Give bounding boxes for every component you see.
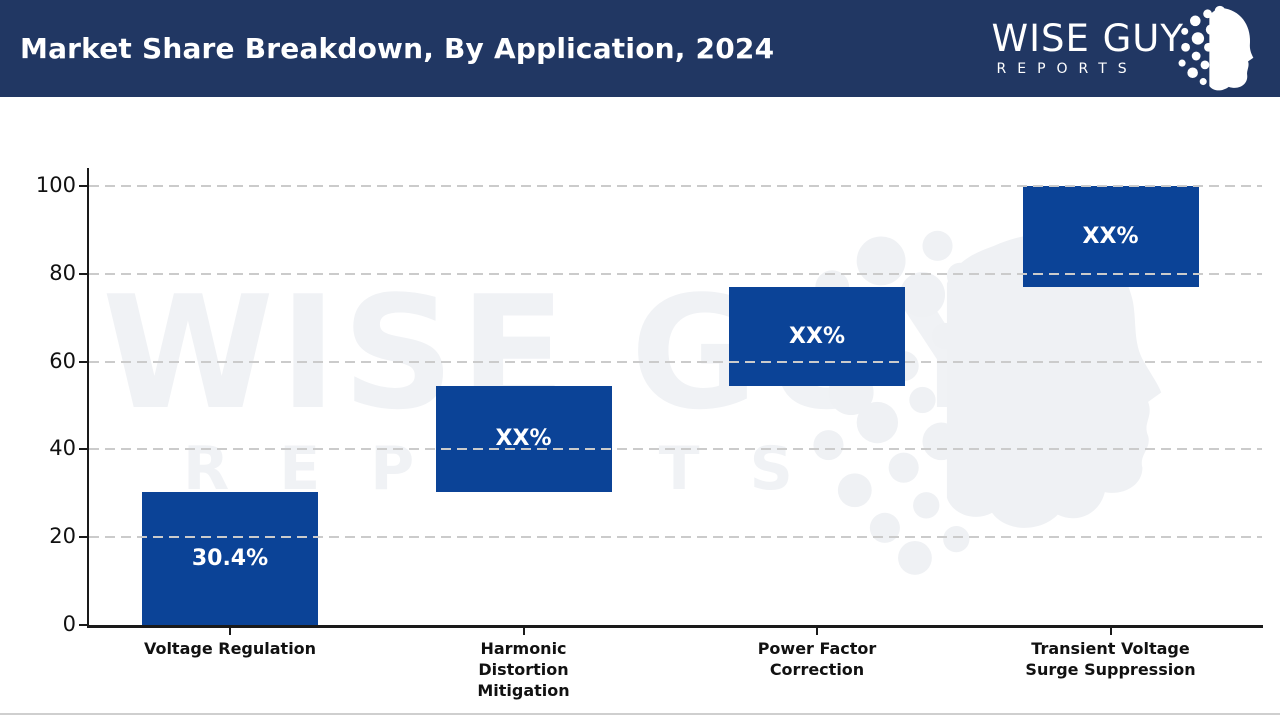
x-tick-voltage-regulation: [229, 628, 231, 635]
y-tick-label-100: 100: [35, 173, 76, 197]
bar-value-label: XX%: [789, 323, 845, 349]
bar-transient-voltage-surge-suppression: XX%: [1022, 186, 1199, 287]
logo-subtext: REPORTS: [996, 61, 1138, 77]
bar-value-label: XX%: [1082, 223, 1139, 249]
x-category-label-voltage-regulation: Voltage Regulation: [143, 639, 317, 658]
x-tick-power-factor-correction: [816, 628, 818, 635]
gridline-100: [89, 185, 1262, 187]
logo-face-icon: [1178, 5, 1254, 90]
wiseguy-logo: WISE GUY REPORTS: [992, 5, 1254, 93]
x-tick-transient-voltage-surge-suppression: [1109, 628, 1112, 635]
x-category-label-power-factor-correction: Power Factor Correction: [757, 639, 877, 679]
y-tick-label-0: 0: [62, 612, 76, 636]
bar-harmonic-distortion-mitigation: XX%: [435, 385, 612, 492]
y-tick-80: [79, 272, 87, 275]
gridline-20: [89, 536, 1262, 539]
x-category-label-harmonic-distortion-mitigation: Harmonic Distortion Mitigation: [477, 639, 570, 700]
page-title: Market Share Breakdown, By Application, …: [20, 32, 775, 65]
bar-power-factor-correction: XX%: [729, 286, 905, 386]
bar-value-label: XX%: [495, 426, 552, 452]
gridline-40: [89, 448, 1262, 451]
y-tick-0: [79, 624, 87, 626]
x-tick-harmonic-distortion-mitigation: [522, 628, 525, 635]
y-tick-60: [79, 360, 87, 363]
gridline-80: [89, 272, 1262, 275]
y-tick-label-80: 80: [49, 260, 76, 285]
gridline-60: [89, 360, 1262, 363]
y-tick-20: [79, 536, 87, 539]
y-tick-label-40: 40: [49, 436, 76, 461]
y-tick-label-20: 20: [49, 524, 76, 549]
bar-voltage-regulation: 30.4%: [142, 491, 318, 625]
bar-value-label: 30.4%: [191, 545, 269, 571]
logo-wordmark: WISE GUY: [991, 17, 1184, 60]
y-tick-100: [79, 185, 87, 187]
header-bar: Market Share Breakdown, By Application, …: [0, 0, 1280, 97]
y-tick-label-60: 60: [49, 348, 76, 373]
y-tick-40: [79, 448, 87, 451]
x-axis-line: [87, 625, 1263, 628]
y-axis-line: [87, 168, 89, 627]
logo-text: WISE GUY REPORTS: [992, 20, 1184, 77]
footer-divider: [0, 713, 1280, 715]
x-category-label-transient-voltage-surge-suppression: Transient Voltage Surge Suppression: [1025, 639, 1196, 679]
